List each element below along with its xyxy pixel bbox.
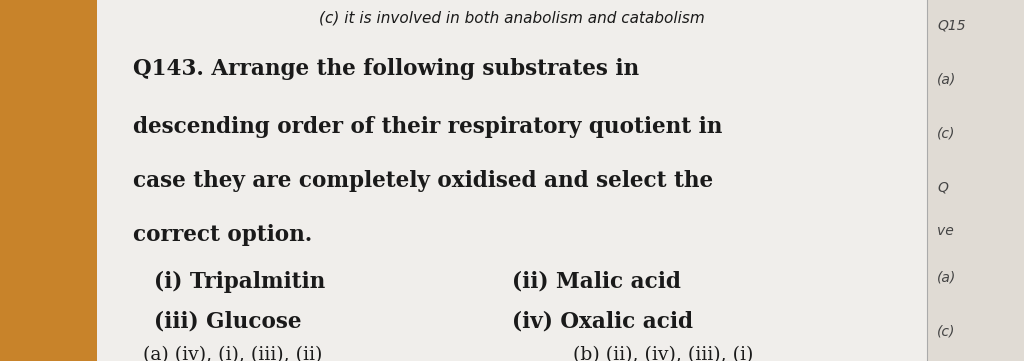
Text: (a): (a)	[937, 72, 956, 86]
Text: ve: ve	[937, 224, 953, 238]
Text: (iv) Oxalic acid: (iv) Oxalic acid	[512, 310, 693, 332]
Text: (iii) Glucose: (iii) Glucose	[154, 310, 301, 332]
FancyBboxPatch shape	[927, 0, 1024, 361]
Text: case they are completely oxidised and select the: case they are completely oxidised and se…	[133, 170, 714, 192]
Text: (c): (c)	[937, 126, 955, 140]
Text: correct option.: correct option.	[133, 224, 312, 246]
Text: (a): (a)	[937, 271, 956, 285]
Text: (a) (iv), (i), (iii), (ii): (a) (iv), (i), (iii), (ii)	[143, 347, 323, 361]
Text: (i) Tripalmitin: (i) Tripalmitin	[154, 271, 325, 293]
Text: Q143. Arrange the following substrates in: Q143. Arrange the following substrates i…	[133, 58, 639, 80]
Text: Q15: Q15	[937, 18, 966, 32]
Text: descending order of their respiratory quotient in: descending order of their respiratory qu…	[133, 116, 723, 138]
FancyBboxPatch shape	[97, 0, 932, 361]
Text: (c): (c)	[937, 325, 955, 339]
Polygon shape	[0, 0, 133, 361]
Polygon shape	[97, 0, 133, 361]
Text: (c) it is involved in both anabolism and catabolism: (c) it is involved in both anabolism and…	[319, 11, 705, 26]
Text: Q: Q	[937, 180, 948, 195]
Text: (ii) Malic acid: (ii) Malic acid	[512, 271, 681, 293]
Text: (b) (ii), (iv), (iii), (i): (b) (ii), (iv), (iii), (i)	[573, 347, 754, 361]
